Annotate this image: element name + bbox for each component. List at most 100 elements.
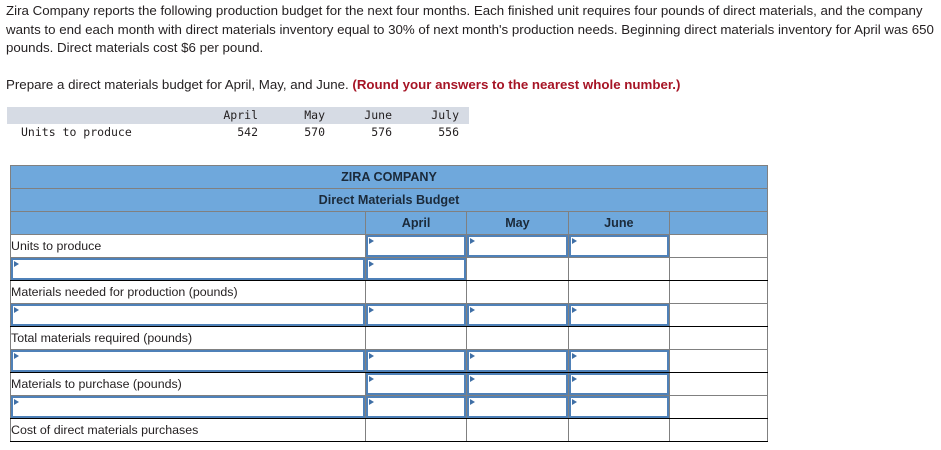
trailing-cell — [668, 418, 769, 442]
given-table-head: April May June July — [7, 107, 469, 124]
value-cell[interactable] — [465, 257, 570, 281]
trailing-cell — [668, 303, 769, 327]
value-dropdown[interactable] — [366, 304, 466, 326]
problem-paragraph-2: Prepare a direct materials budget for Ap… — [6, 76, 936, 95]
value-dropdown[interactable] — [569, 350, 669, 372]
value-cell[interactable] — [568, 280, 670, 304]
row-label-dropdown[interactable] — [11, 304, 366, 326]
row-label: Cost of direct materials purchases — [9, 418, 367, 442]
row-label-dropdown[interactable] — [11, 350, 366, 372]
value-dropdown[interactable] — [366, 373, 466, 395]
given-production-table: April May June July Units to produce 542… — [7, 107, 469, 141]
value-dropdown-cell — [365, 395, 467, 419]
value-cell[interactable] — [465, 280, 570, 304]
problem-paragraph-1: Zira Company reports the following produ… — [6, 3, 934, 56]
value-dropdown-cell — [465, 234, 570, 258]
trailing-cell — [668, 349, 769, 373]
given-header-june: June — [364, 108, 392, 122]
value-dropdown-cell — [365, 372, 467, 396]
value-cell[interactable] — [568, 418, 670, 442]
row-label: Materials to purchase (pounds) — [9, 372, 367, 396]
value-cell[interactable] — [365, 280, 467, 304]
row-label-dropdown-cell — [9, 395, 367, 419]
value-dropdown[interactable] — [466, 373, 569, 395]
row-label: Units to produce — [9, 234, 367, 258]
row-label: Materials needed for production (pounds) — [9, 280, 367, 304]
row-label-dropdown[interactable] — [11, 258, 366, 280]
value-dropdown-cell — [568, 234, 670, 258]
value-dropdown-cell — [568, 303, 670, 327]
value-dropdown[interactable] — [569, 304, 669, 326]
value-dropdown[interactable] — [466, 235, 569, 257]
value-dropdown[interactable] — [569, 235, 669, 257]
row-label-dropdown-cell — [9, 349, 367, 373]
given-row-label: Units to produce — [21, 125, 132, 139]
instruction-text: Prepare a direct materials budget for Ap… — [6, 76, 353, 92]
row-label-dropdown[interactable] — [11, 396, 366, 418]
value-dropdown-cell — [568, 395, 670, 419]
value-cell[interactable] — [465, 326, 570, 350]
given-value-june: 576 — [371, 125, 392, 139]
worksheet-company-title-row: ZIRA COMPANY — [10, 165, 768, 189]
row-label: Total materials required (pounds) — [9, 326, 367, 350]
given-value-may: 570 — [304, 125, 325, 139]
column-header-june: June — [568, 211, 670, 235]
given-value-july: 556 — [438, 125, 459, 139]
trailing-cell — [668, 372, 769, 396]
value-cell[interactable] — [365, 418, 467, 442]
value-dropdown[interactable] — [569, 373, 669, 395]
worksheet-row — [9, 395, 769, 419]
value-dropdown-cell — [365, 349, 467, 373]
value-dropdown-cell — [568, 372, 670, 396]
value-dropdown[interactable] — [466, 350, 569, 372]
value-dropdown-cell — [465, 349, 570, 373]
given-header-blank — [7, 107, 201, 124]
trailing-cell — [668, 395, 769, 419]
given-header-may: May — [304, 108, 325, 122]
worksheet-row: Cost of direct materials purchases — [9, 418, 769, 442]
row-label-dropdown-cell — [9, 257, 367, 281]
trailing-cell — [668, 280, 769, 304]
rounding-instruction: (Round your answers to the nearest whole… — [352, 76, 681, 92]
worksheet-row — [9, 349, 769, 373]
value-dropdown[interactable] — [466, 396, 569, 418]
given-units-row: Units to produce 542 570 576 556 — [7, 124, 469, 141]
worksheet-column-header-row: April May June — [9, 211, 769, 235]
value-dropdown[interactable] — [366, 350, 466, 372]
worksheet-row — [9, 257, 769, 281]
value-cell[interactable] — [465, 418, 570, 442]
column-header-blank — [9, 211, 367, 235]
value-cell[interactable] — [365, 326, 467, 350]
value-dropdown-cell — [365, 303, 467, 327]
worksheet-body: ZIRA COMPANY Direct Materials Budget Apr… — [9, 165, 769, 442]
worksheet-row: Materials needed for production (pounds) — [9, 280, 769, 304]
column-header-tail — [668, 211, 769, 235]
given-table-body: Units to produce 542 570 576 556 — [7, 124, 469, 141]
budget-title: Direct Materials Budget — [10, 188, 768, 212]
given-header-july: July — [431, 108, 459, 122]
value-cell[interactable] — [568, 257, 670, 281]
value-dropdown[interactable] — [366, 235, 466, 257]
value-dropdown[interactable] — [466, 304, 569, 326]
value-dropdown-cell — [365, 257, 467, 281]
value-dropdown[interactable] — [569, 396, 669, 418]
value-dropdown-cell — [365, 234, 467, 258]
worksheet-row: Units to produce — [9, 234, 769, 258]
given-header-april: April — [223, 108, 258, 122]
worksheet-row: Materials to purchase (pounds) — [9, 372, 769, 396]
row-label-dropdown-cell — [9, 303, 367, 327]
value-dropdown-cell — [465, 395, 570, 419]
column-header-april: April — [365, 211, 467, 235]
given-value-april: 542 — [237, 125, 258, 139]
value-dropdown[interactable] — [366, 396, 466, 418]
value-cell[interactable] — [568, 326, 670, 350]
value-dropdown-cell — [465, 372, 570, 396]
company-title: ZIRA COMPANY — [10, 165, 768, 189]
worksheet-budget-title-row: Direct Materials Budget — [10, 188, 768, 212]
given-header-row: April May June July — [7, 107, 469, 124]
column-header-may: May — [465, 211, 570, 235]
value-dropdown[interactable] — [366, 258, 466, 280]
value-dropdown-cell — [465, 303, 570, 327]
problem-statement: Zira Company reports the following produ… — [6, 2, 936, 94]
worksheet-row: Total materials required (pounds) — [9, 326, 769, 350]
